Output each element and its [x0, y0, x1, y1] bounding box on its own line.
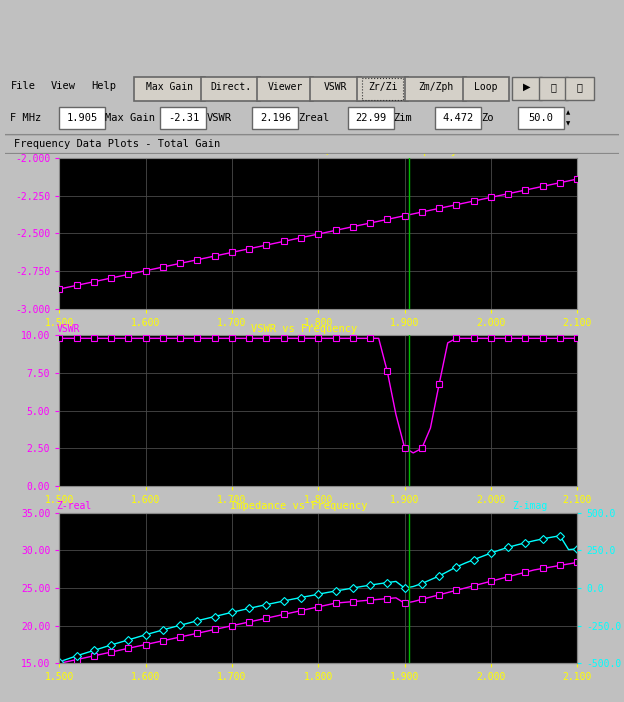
- Text: Loop: Loop: [474, 82, 498, 92]
- Text: Zim: Zim: [394, 113, 412, 123]
- Text: Raw Gain dbi: Raw Gain dbi: [57, 147, 127, 157]
- Text: VSWR: VSWR: [57, 324, 80, 334]
- Text: Max Gain & F/B Ratio vs Frequency: Max Gain & F/B Ratio vs Frequency: [251, 147, 457, 157]
- Text: 50.0: 50.0: [529, 113, 553, 123]
- Text: VSWR: VSWR: [324, 82, 347, 92]
- Text: View: View: [51, 81, 76, 91]
- FancyBboxPatch shape: [405, 77, 466, 101]
- Text: ⏸: ⏸: [550, 82, 556, 92]
- Text: Zr/Zi: Zr/Zi: [368, 82, 397, 92]
- Text: Z-imag: Z-imag: [512, 501, 548, 511]
- Text: 22.99: 22.99: [355, 113, 386, 123]
- FancyBboxPatch shape: [59, 107, 105, 129]
- Text: Zreal: Zreal: [298, 113, 329, 123]
- FancyBboxPatch shape: [518, 107, 563, 129]
- FancyBboxPatch shape: [565, 77, 595, 100]
- Text: Zm/Zph: Zm/Zph: [418, 82, 453, 92]
- FancyBboxPatch shape: [512, 77, 542, 100]
- FancyBboxPatch shape: [463, 77, 509, 101]
- Text: ▼: ▼: [565, 121, 570, 126]
- Text: ⏮: ⏮: [577, 82, 583, 92]
- FancyBboxPatch shape: [160, 107, 207, 129]
- FancyBboxPatch shape: [253, 107, 298, 129]
- Text: 2.196: 2.196: [260, 113, 291, 123]
- Text: VSWR vs Frequency: VSWR vs Frequency: [251, 324, 357, 334]
- FancyBboxPatch shape: [358, 77, 408, 101]
- FancyBboxPatch shape: [134, 77, 205, 101]
- Text: ▲: ▲: [565, 110, 570, 115]
- Text: Impedance vs Frequency: Impedance vs Frequency: [230, 501, 368, 511]
- Text: Viewer: Viewer: [267, 82, 303, 92]
- FancyBboxPatch shape: [539, 77, 568, 100]
- Text: Frequency Data Plots - Total Gain: Frequency Data Plots - Total Gain: [14, 139, 220, 149]
- Text: Max Gain: Max Gain: [146, 82, 193, 92]
- Text: F MHz: F MHz: [10, 113, 41, 123]
- Text: 1.905: 1.905: [66, 113, 98, 123]
- FancyBboxPatch shape: [310, 77, 361, 101]
- FancyBboxPatch shape: [256, 77, 313, 101]
- Text: Direct.: Direct.: [210, 82, 251, 92]
- FancyBboxPatch shape: [202, 77, 260, 101]
- FancyBboxPatch shape: [1, 135, 623, 154]
- Text: File: File: [11, 81, 36, 91]
- Text: ▶: ▶: [523, 82, 530, 92]
- Text: Max Gain: Max Gain: [105, 113, 155, 123]
- Text: Zo: Zo: [481, 113, 494, 123]
- Text: Z-real: Z-real: [57, 501, 92, 511]
- Text: -2.31: -2.31: [168, 113, 199, 123]
- FancyBboxPatch shape: [348, 107, 394, 129]
- Text: Help: Help: [91, 81, 116, 91]
- Text: 4.472: 4.472: [442, 113, 474, 123]
- Text: VSWR: VSWR: [207, 113, 232, 123]
- FancyBboxPatch shape: [435, 107, 481, 129]
